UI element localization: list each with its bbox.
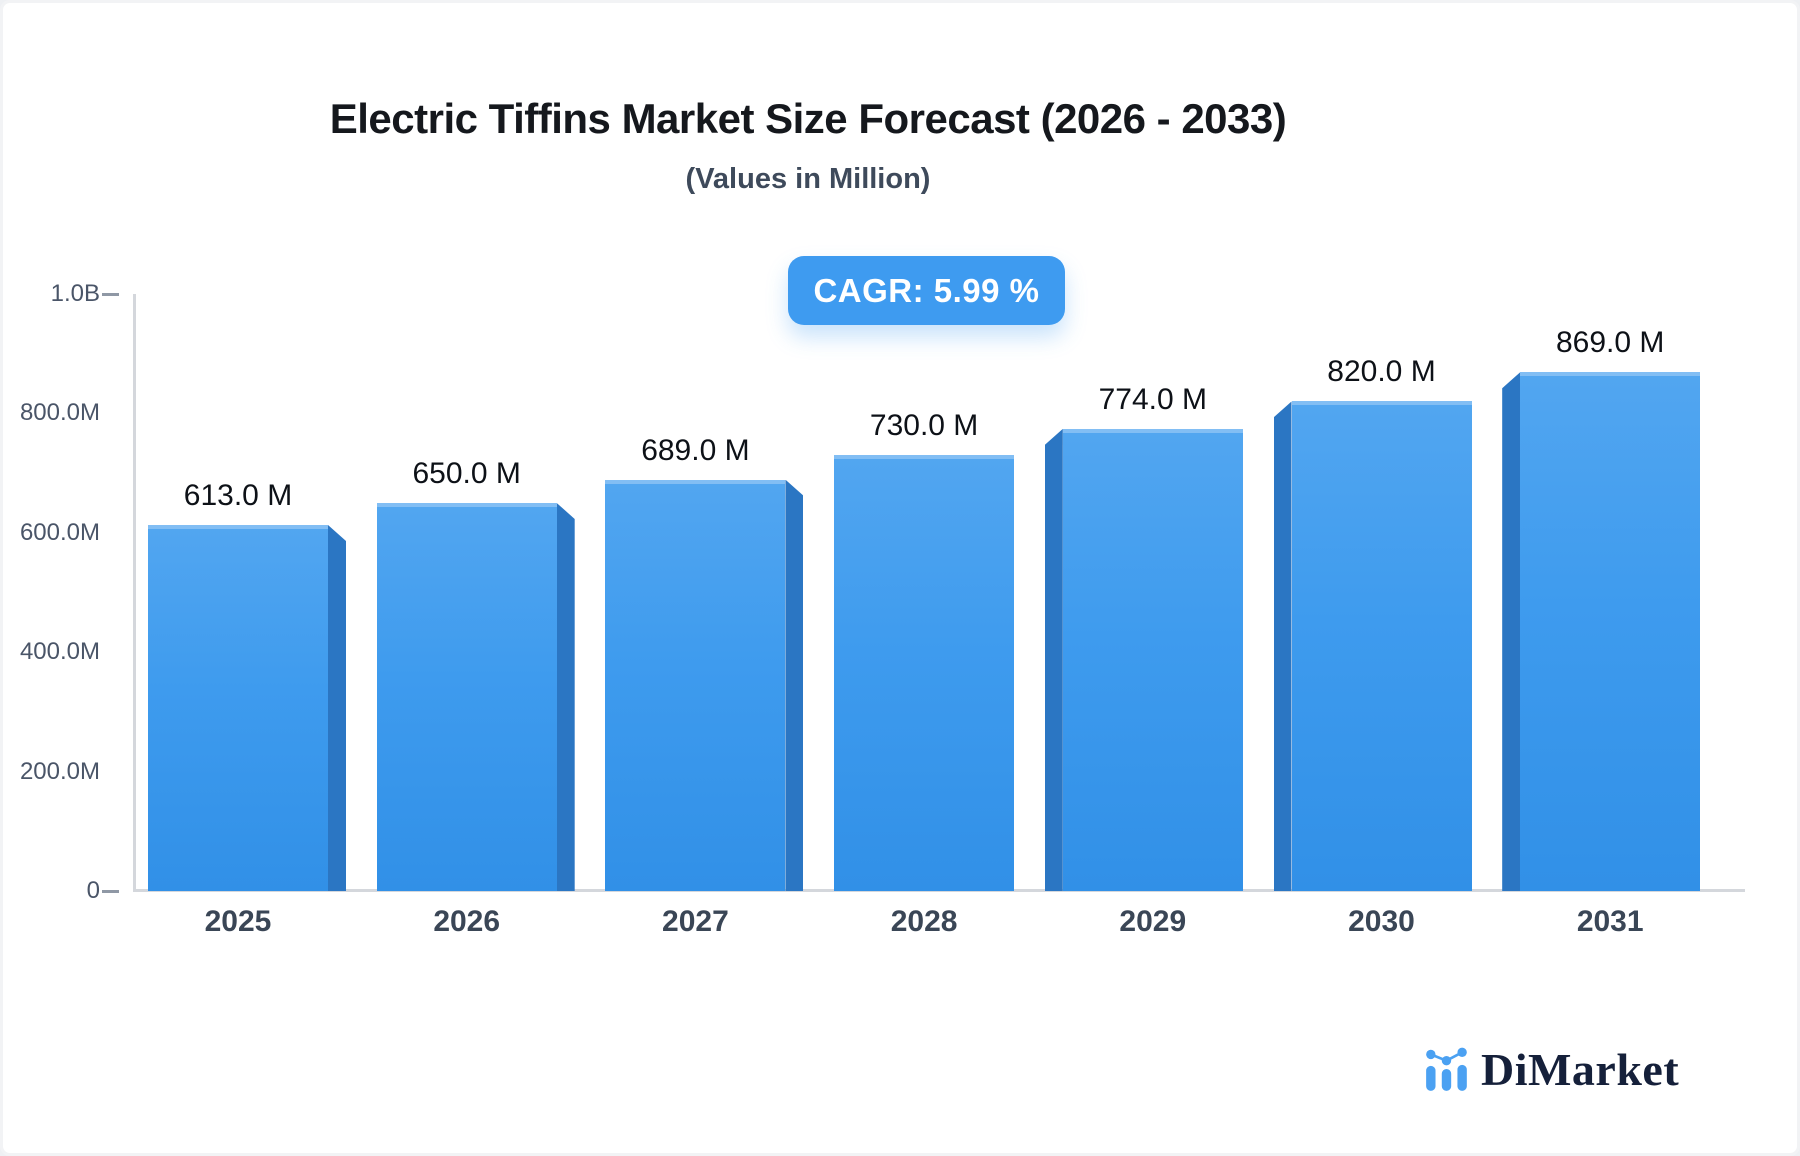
cagr-badge-label: CAGR: 5.99 % [813,271,1040,309]
bar-value-label: 650.0 M [412,456,521,490]
y-axis-tick-label: 600.0M [19,518,100,546]
dimarket-logo-text: DiMarket [1481,1043,1680,1095]
y-axis-line [133,294,136,891]
bar [1291,401,1472,891]
y-axis-tick-label: 200.0M [19,757,100,785]
dimarket-logo: DiMarket [1423,1043,1679,1095]
bar [376,502,557,891]
dimarket-logo-icon [1426,1047,1467,1091]
y-axis-tick-mark [102,889,119,893]
y-axis-tick-label: 1.0B [50,280,100,307]
x-axis-label: 2029 [1119,905,1187,938]
x-axis-label: 2031 [1576,905,1644,938]
bar-value-label: 689.0 M [641,433,750,467]
x-axis-label: 2025 [204,905,272,938]
bar-value-label: 613.0 M [183,479,293,513]
bar-value-label: 869.0 M [1555,326,1665,360]
cagr-badge: CAGR: 5.99 % [788,256,1065,325]
bar-side-bevel [556,502,575,891]
chart-title: Electric Tiffins Market Size Forecast (2… [329,95,1287,142]
bar-value-label: 774.0 M [1098,382,1207,416]
bar-side-bevel [328,525,346,891]
bar-value-label: 820.0 M [1327,355,1436,389]
bar-value-label: 730.0 M [869,409,979,443]
y-axis-tick-label: 400.0M [19,638,100,666]
bar-side-bevel [1273,401,1292,891]
x-axis-label: 2027 [662,905,729,938]
x-axis-label: 2028 [890,905,958,938]
bar [1062,428,1243,891]
y-axis-tick-label: 0 [86,877,100,904]
bar-side-bevel [1044,428,1063,891]
x-axis-label: 2026 [433,905,501,938]
bar-side-bevel [785,479,804,891]
bar-side-bevel [1502,372,1521,891]
bar [834,455,1015,891]
y-axis-tick-mark [102,292,119,296]
chart-subtitle: (Values in Million) [685,163,931,195]
bar [1520,372,1701,891]
bar [605,479,786,891]
y-axis-tick-label: 800.0M [19,399,100,427]
bar [148,525,328,891]
x-axis-label: 2030 [1348,905,1415,938]
